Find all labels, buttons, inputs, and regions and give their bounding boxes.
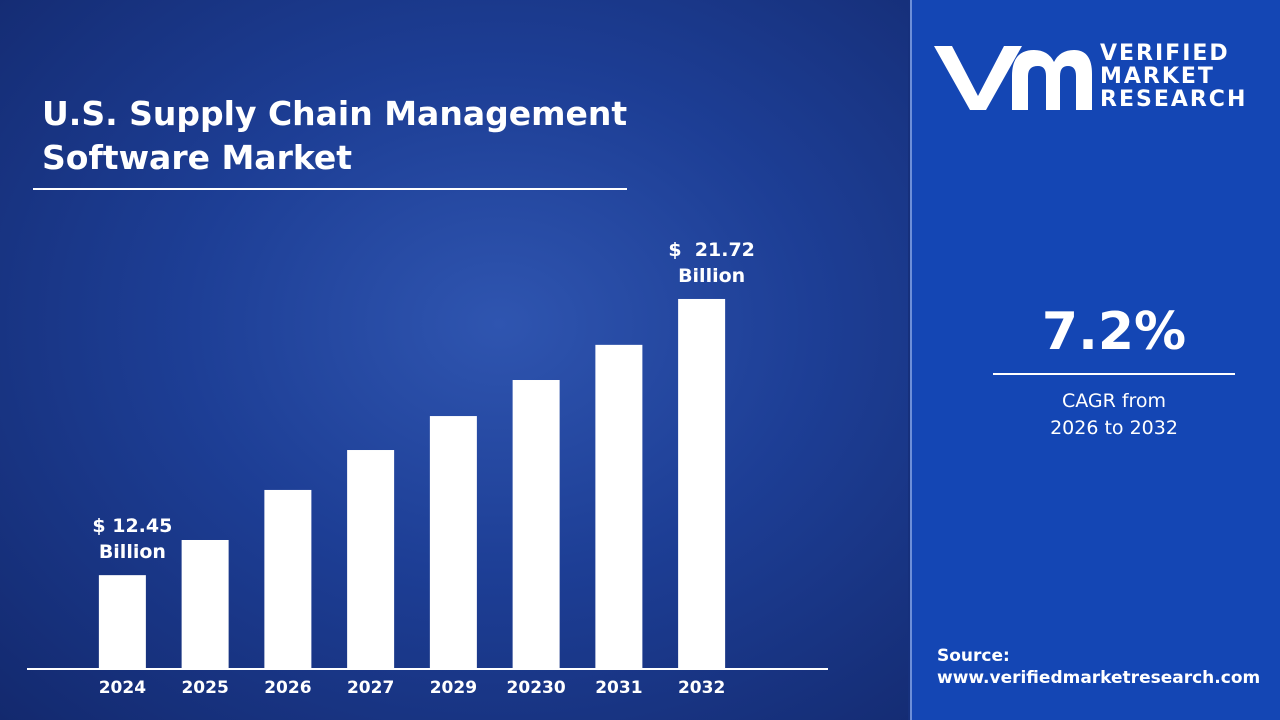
source: Source: www.verifiedmarketresearch.com [937,645,1260,689]
value-label: $ 12.45 Billion [92,515,173,564]
source-label: Source: [937,646,1010,666]
bar [429,416,477,669]
x-tick-label: 2024 [99,678,146,698]
info-panel [910,0,1280,720]
bar [678,298,726,669]
x-tick-label: 2032 [678,678,725,698]
x-tick-label: 2026 [264,678,311,698]
chart-title: U.S. Supply Chain Management Software Ma… [42,94,628,177]
source-url: www.verifiedmarketresearch.com [937,668,1261,688]
x-tick-label: 2029 [430,678,477,698]
value-label: $ 21.72 Billion [668,238,755,287]
x-tick-label: 2031 [595,678,642,698]
brand-line: MARKET [1100,64,1215,89]
x-tick-label: 2027 [347,678,394,698]
x-tick-label: 2025 [181,678,228,698]
brand-line: VERIFIED [1100,41,1230,66]
logo [934,46,1092,110]
bar [98,575,146,669]
cagr-value: 7.2% [1041,302,1187,362]
bar [512,380,560,669]
x-tick-label: 20230 [507,678,566,698]
bar [264,489,312,669]
bar [595,344,643,669]
title-rule [33,188,627,190]
bar [347,450,395,669]
brand-line: RESEARCH [1100,87,1248,112]
cagr-rule [993,373,1235,375]
brand: VERIFIED MARKET RESEARCH [1100,42,1247,111]
cagr-caption: CAGR from 2026 to 2032 [1050,390,1178,439]
bar [181,539,229,669]
chart: 2024 2025 2026 2027 2029 20230 2031 2032 [27,298,828,698]
